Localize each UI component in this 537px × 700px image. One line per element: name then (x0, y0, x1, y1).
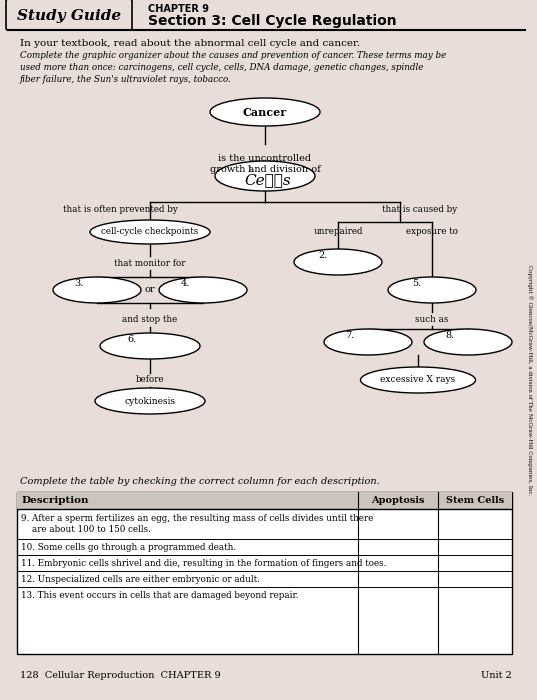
Text: 1.: 1. (246, 164, 255, 174)
Ellipse shape (53, 277, 141, 303)
Text: Description: Description (21, 496, 89, 505)
Text: 10. Some cells go through a programmed death.: 10. Some cells go through a programmed d… (21, 542, 236, 552)
Text: 3.: 3. (74, 279, 84, 288)
Ellipse shape (90, 220, 210, 244)
Text: 128  Cellular Reproduction  CHAPTER 9: 128 Cellular Reproduction CHAPTER 9 (20, 671, 221, 680)
Text: 13. This event occurs in cells that are damaged beyond repair.: 13. This event occurs in cells that are … (21, 591, 299, 599)
Bar (17, 492, 512, 509)
Text: Cancer: Cancer (243, 106, 287, 118)
Text: before: before (136, 375, 164, 384)
Text: such as: such as (415, 314, 449, 323)
Text: Complete the graphic organizer about the causes and prevention of cancer. These : Complete the graphic organizer about the… (20, 51, 446, 83)
Ellipse shape (294, 249, 382, 275)
Text: 11. Embryonic cells shrivel and die, resulting in the formation of fingers and t: 11. Embryonic cells shrivel and die, res… (21, 559, 387, 568)
Text: Complete the table by checking the correct column for each description.: Complete the table by checking the corre… (20, 477, 380, 486)
Text: excessive X rays: excessive X rays (380, 375, 455, 384)
Text: Study Guide: Study Guide (17, 9, 121, 23)
Text: that is caused by: that is caused by (382, 206, 458, 214)
Text: 7.: 7. (345, 332, 354, 340)
Ellipse shape (215, 161, 315, 191)
Text: 8.: 8. (445, 332, 455, 340)
Text: 2.: 2. (318, 251, 328, 260)
Text: Unit 2: Unit 2 (481, 671, 512, 680)
Text: cell-cycle checkpoints: cell-cycle checkpoints (101, 228, 199, 237)
Bar (17, 492, 512, 654)
Ellipse shape (95, 388, 205, 414)
FancyBboxPatch shape (6, 0, 132, 30)
Text: 12. Unspecialized cells are either embryonic or adult.: 12. Unspecialized cells are either embry… (21, 575, 260, 584)
Text: CHAPTER 9: CHAPTER 9 (148, 4, 209, 14)
Ellipse shape (159, 277, 247, 303)
Text: Section 3: Cell Cycle Regulation: Section 3: Cell Cycle Regulation (148, 14, 397, 28)
Text: 5.: 5. (412, 279, 422, 288)
Text: that monitor for: that monitor for (114, 258, 186, 267)
Text: is the uncontrolled
growth and division of: is the uncontrolled growth and division … (209, 154, 321, 174)
Text: unrepaired: unrepaired (313, 228, 363, 237)
Text: 6.: 6. (127, 335, 136, 344)
Text: Stem Cells: Stem Cells (446, 496, 504, 505)
Text: Apoptosis: Apoptosis (371, 496, 425, 505)
Text: In your textbook, read about the abnormal cell cycle and cancer.: In your textbook, read about the abnorma… (20, 39, 360, 48)
Text: and stop the: and stop the (122, 314, 178, 323)
Text: Ceℓℓs: Ceℓℓs (245, 173, 292, 187)
Text: 9. After a sperm fertilizes an egg, the resulting mass of cells divides until th: 9. After a sperm fertilizes an egg, the … (21, 514, 373, 534)
Text: Copyright © Glencoe/McGraw-Hill, a division of The McGraw-Hill Companies, Inc.: Copyright © Glencoe/McGraw-Hill, a divis… (527, 265, 533, 495)
Text: cytokinesis: cytokinesis (125, 396, 176, 405)
Text: exposure to: exposure to (406, 228, 458, 237)
Text: 4.: 4. (180, 279, 190, 288)
Ellipse shape (210, 98, 320, 126)
Text: that is often prevented by: that is often prevented by (63, 206, 177, 214)
Ellipse shape (100, 333, 200, 359)
Text: or: or (144, 286, 155, 295)
Ellipse shape (360, 367, 475, 393)
Ellipse shape (424, 329, 512, 355)
Ellipse shape (388, 277, 476, 303)
Ellipse shape (324, 329, 412, 355)
